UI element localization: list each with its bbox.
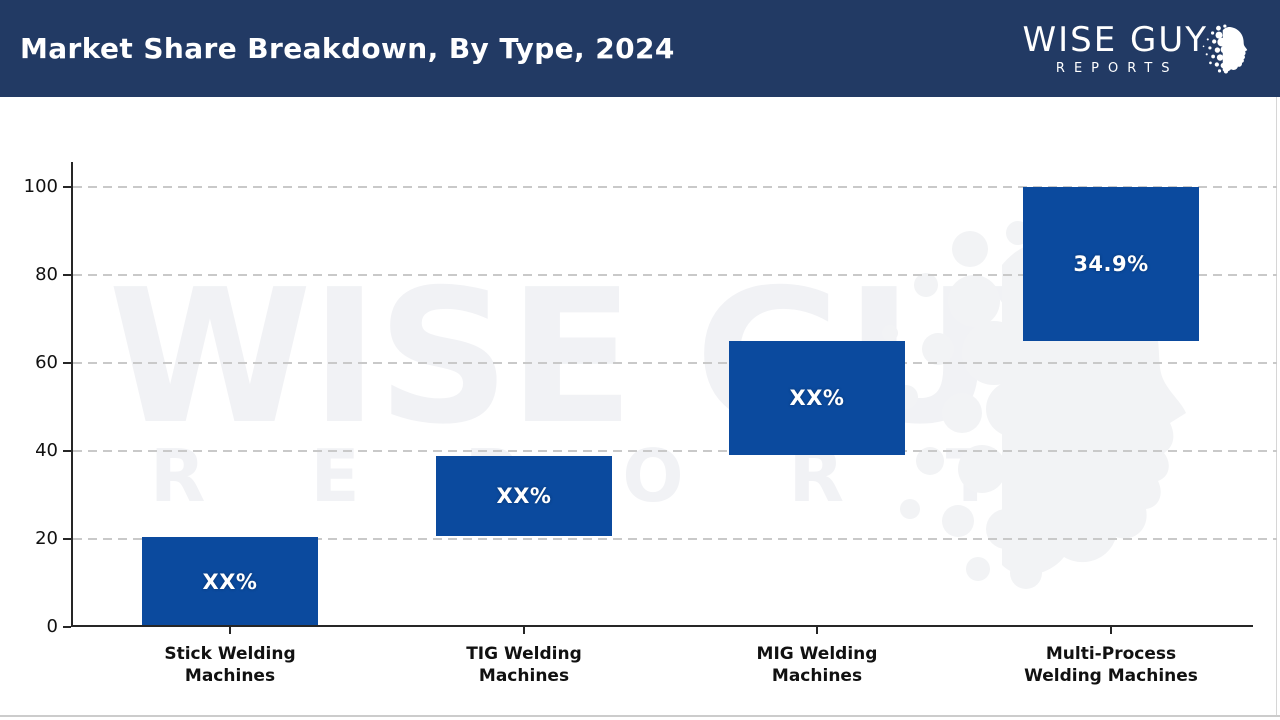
category-label-line: Multi-Process (1045, 644, 1177, 664)
gridline-60 (73, 362, 1277, 364)
category-label-2: TIG Welding Machines (374, 643, 674, 687)
wise-guy-reports-logo: WISE GUY REPORTS (1022, 9, 1266, 89)
logo-subtitle: REPORTS (1055, 60, 1179, 76)
category-label-line: MIG Welding (756, 644, 878, 664)
category-label-line: Stick Welding (164, 644, 296, 664)
gridline-20 (73, 538, 1277, 540)
figure-bottom-border (0, 715, 1280, 717)
bar-segment-4: 34.9% (1023, 187, 1199, 341)
x-tick-mark-1 (229, 627, 231, 634)
category-label-4: Multi-Process Welding Machines (961, 643, 1261, 687)
y-tick-mark-0 (63, 626, 71, 628)
y-tick-label-20: 20 (35, 528, 58, 549)
y-tick-label-40: 40 (35, 440, 58, 461)
category-label-line: TIG Welding (466, 644, 582, 664)
y-tick-mark-20 (63, 538, 71, 540)
gridline-100 (73, 186, 1277, 188)
header-bar: Market Share Breakdown, By Type, 2024 WI… (0, 0, 1280, 97)
bar-segment-1: XX% (142, 536, 318, 627)
y-tick-label-80: 80 (35, 264, 58, 285)
category-label-line: Machines (478, 666, 570, 686)
gridline-80 (73, 274, 1277, 276)
bar-value-label-2: XX% (496, 483, 552, 508)
category-label-3: MIG Welding Machines (667, 643, 967, 687)
y-tick-mark-80 (63, 274, 71, 276)
y-tick-label-100: 100 (23, 176, 58, 197)
y-tick-mark-100 (63, 186, 71, 188)
y-tick-label-60: 60 (35, 352, 58, 373)
x-axis-line (71, 625, 1253, 627)
y-tick-label-0: 0 (46, 616, 58, 637)
category-label-1: Stick Welding Machines (80, 643, 380, 687)
x-tick-mark-3 (816, 627, 818, 634)
category-label-line: Welding Machines (1024, 666, 1198, 686)
bar-value-label-4: 34.9% (1073, 251, 1149, 276)
category-label-line: Machines (184, 666, 276, 686)
bar-segment-2: XX% (436, 455, 612, 536)
bar-value-label-1: XX% (202, 569, 258, 594)
logo-face-dots-icon (1202, 9, 1266, 89)
y-axis-line (71, 162, 73, 627)
y-tick-mark-60 (63, 362, 71, 364)
x-tick-mark-4 (1110, 627, 1112, 634)
logo-wordmark: WISE GUY (1022, 19, 1208, 60)
gridline-40 (73, 450, 1277, 452)
logo-text: WISE GUY REPORTS (1022, 22, 1208, 76)
bar-value-label-3: XX% (789, 385, 845, 410)
y-tick-mark-40 (63, 450, 71, 452)
figure-right-border (1276, 97, 1277, 716)
bar-segment-3: XX% (729, 340, 905, 455)
category-label-line: Machines (771, 666, 863, 686)
x-tick-mark-2 (523, 627, 525, 634)
page-title: Market Share Breakdown, By Type, 2024 (20, 32, 675, 65)
